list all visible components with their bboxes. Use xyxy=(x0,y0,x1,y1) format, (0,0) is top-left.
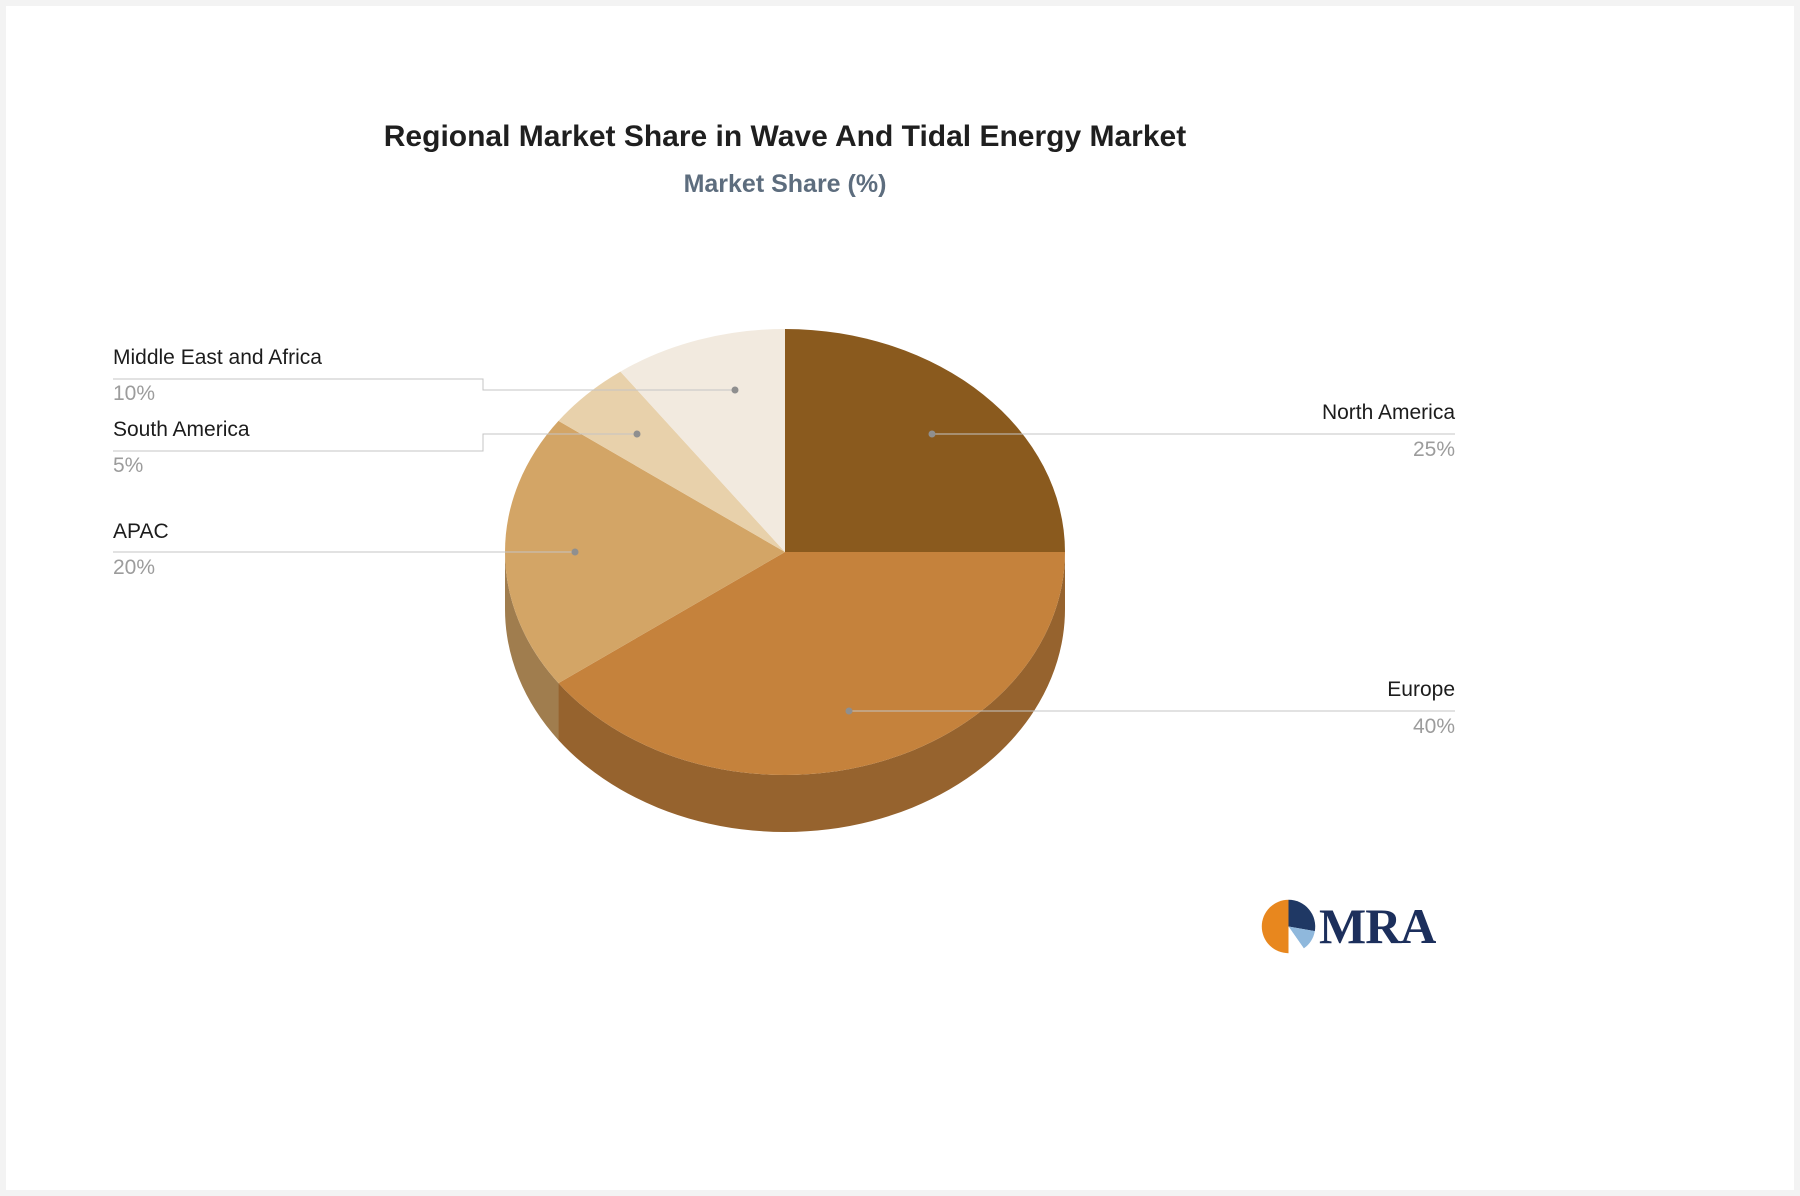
pie-slice-apac xyxy=(504,420,785,684)
chart-title: Regional Market Share in Wave And Tidal … xyxy=(383,120,1187,153)
value-middle-east-and-africa: 10% xyxy=(113,382,156,405)
chart-subtitle: Market Share (%) xyxy=(683,170,887,198)
brand-logo: MRA xyxy=(1260,898,1436,955)
pie-slice-middle-east-and-africa xyxy=(620,329,785,552)
label-south-america: South America xyxy=(113,418,250,441)
pie-slice-north-america xyxy=(785,329,1065,552)
pie-slice-side-apac xyxy=(505,552,559,741)
pie-slice-europe xyxy=(558,552,1065,775)
callout-dot-middle-east-and-africa xyxy=(731,386,739,394)
callout-dot-europe xyxy=(845,707,853,715)
label-apac: APAC xyxy=(113,520,169,543)
value-south-america: 5% xyxy=(113,454,144,477)
callout-dot-south-america xyxy=(633,430,641,438)
callout-dot-apac xyxy=(571,548,579,556)
label-north-america: North America xyxy=(1321,401,1455,424)
pie-slice-side-europe xyxy=(558,552,1065,832)
value-europe: 40% xyxy=(1412,715,1455,738)
label-europe: Europe xyxy=(1387,678,1455,701)
label-middle-east-and-africa: Middle East and Africa xyxy=(113,346,322,369)
callout-dot-north-america xyxy=(928,430,936,438)
callout-line-south-america xyxy=(113,433,637,452)
pie-slice-south-america xyxy=(558,371,785,552)
callout-line-middle-east-and-africa xyxy=(113,378,735,391)
logo-text: MRA xyxy=(1319,898,1436,954)
value-north-america: 25% xyxy=(1412,438,1455,461)
value-apac: 20% xyxy=(113,556,156,579)
mra-logo-icon xyxy=(1261,899,1316,954)
